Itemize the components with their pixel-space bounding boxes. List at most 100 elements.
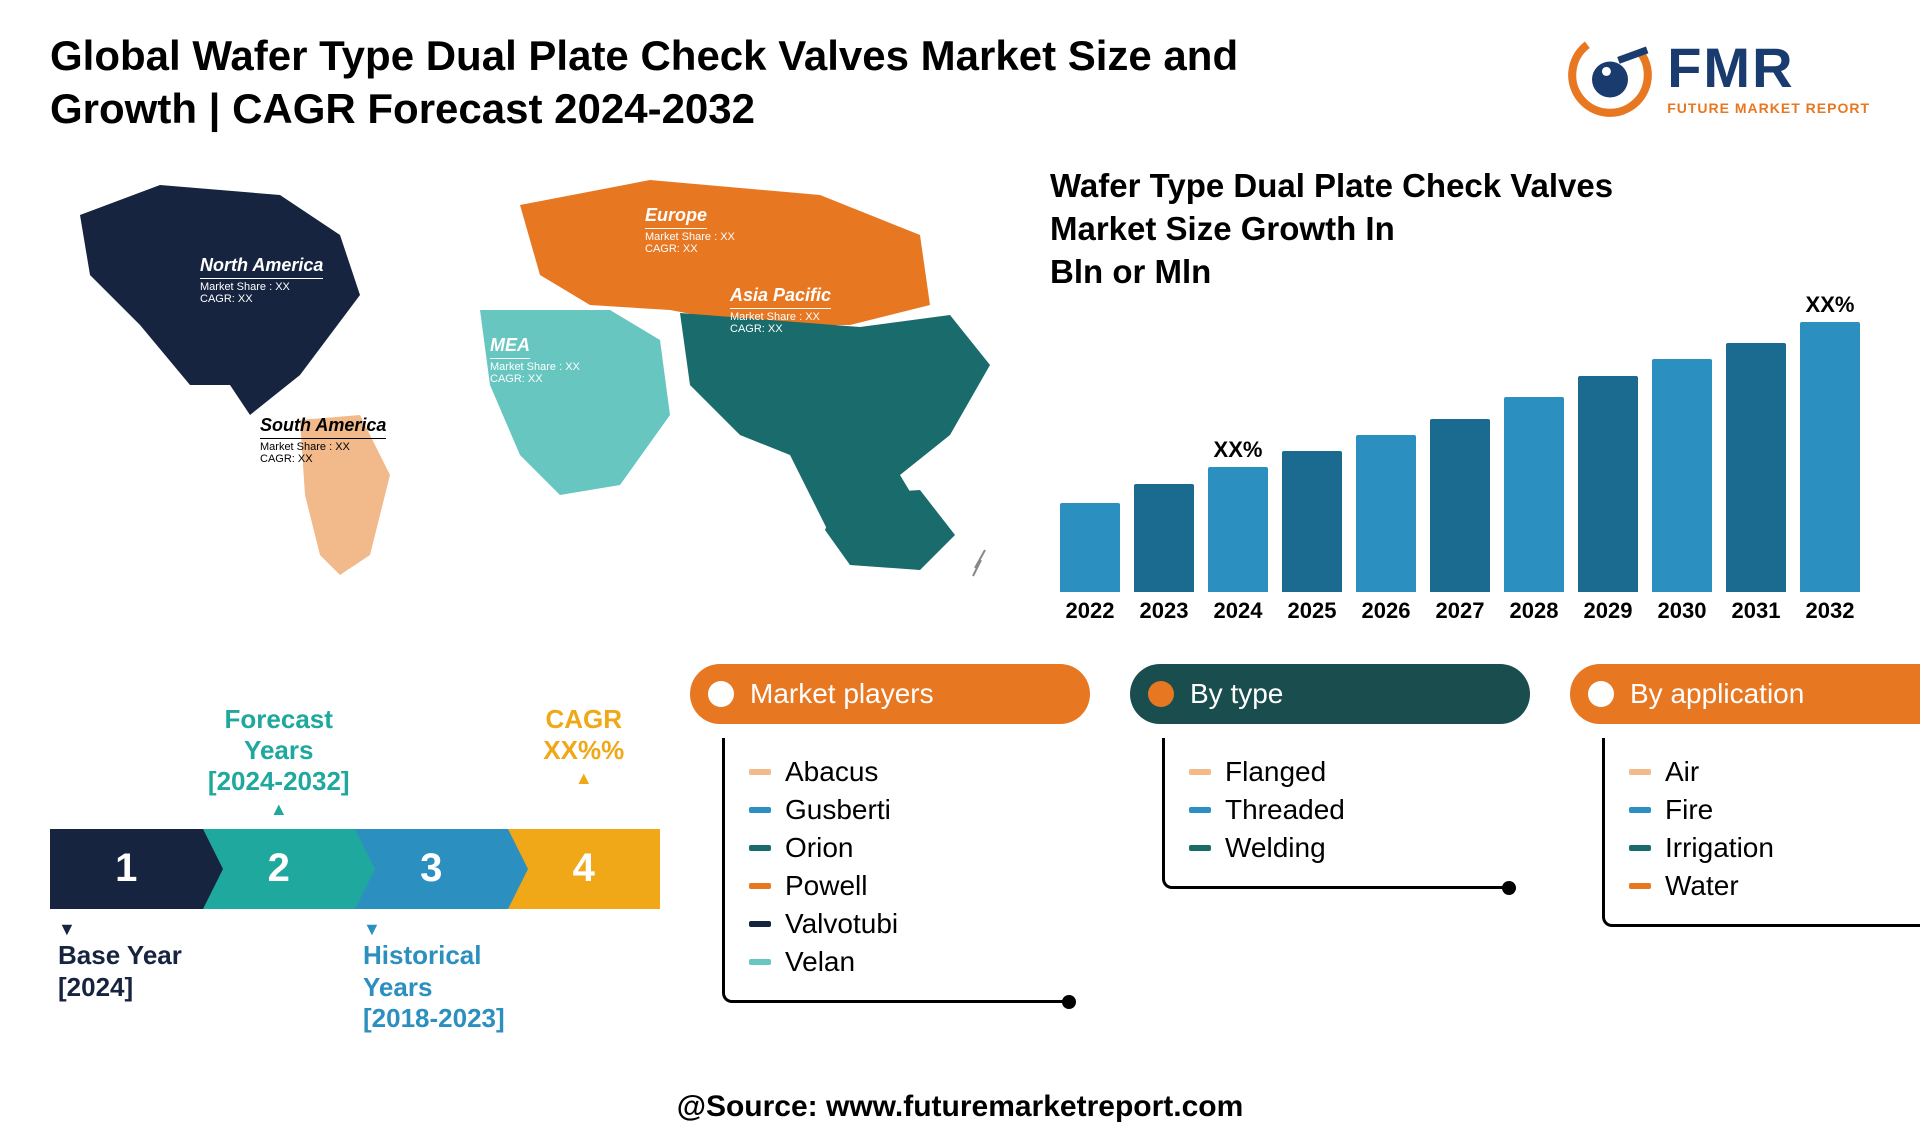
segment-columns: Market players Abacus Gusberti Orion Powell V… <box>690 664 1920 1003</box>
segment-header: Market players <box>690 664 1090 724</box>
bar-chart: 20222023XX%20242025202620272028202920302… <box>1050 304 1870 624</box>
timeline-segment-1: 1 <box>50 829 203 909</box>
tick-icon <box>1189 807 1211 813</box>
region-marketshare: Market Share : XX <box>645 231 735 243</box>
bar <box>1800 322 1860 592</box>
timeline-bottom-cell-2 <box>203 917 356 1034</box>
bar-annotation: XX% <box>1208 437 1268 463</box>
bar <box>1060 503 1120 592</box>
segment-item-label: Abacus <box>785 756 878 788</box>
tick-icon <box>749 883 771 889</box>
bar-year-label: 2026 <box>1362 598 1411 624</box>
bar-annotation: XX% <box>1800 292 1860 318</box>
bullet-icon <box>708 681 734 707</box>
arrow-up-icon: ▲ <box>508 768 661 790</box>
map-region-nz <box>973 550 985 576</box>
bar-wrap: XX% <box>1208 322 1268 592</box>
tick-icon <box>749 845 771 851</box>
timeline-top-cell-1 <box>50 704 203 821</box>
bar <box>1578 376 1638 592</box>
tick-icon <box>749 769 771 775</box>
region-cagr: CAGR: XX <box>260 453 386 465</box>
segment-title: Market players <box>750 678 934 710</box>
timeline-bottom-cell-3: ▼Historical Years[2018-2023] <box>355 917 508 1034</box>
bar-wrap <box>1430 322 1490 592</box>
segment-item-label: Air <box>1665 756 1699 788</box>
region-name: South America <box>260 415 386 439</box>
bar <box>1282 451 1342 591</box>
world-map: North AmericaMarket Share : XXCAGR: XXSo… <box>50 155 1010 585</box>
bar-col-2024: XX% 2024 <box>1208 322 1268 624</box>
region-marketshare: Market Share : XX <box>730 311 831 323</box>
segment-item-label: Valvotubi <box>785 908 898 940</box>
bar-wrap <box>1134 322 1194 592</box>
arrow-down-icon: ▼ <box>363 919 508 941</box>
timeline: Forecast Years[2024-2032]▲CAGRXX%%▲ 1234… <box>50 664 660 1034</box>
arrow-down-icon: ▼ <box>58 919 203 941</box>
logo-fmr-text: FMR <box>1667 35 1870 100</box>
tick-icon <box>1189 769 1211 775</box>
tick-icon <box>1189 845 1211 851</box>
bar-wrap <box>1726 322 1786 592</box>
segment-item: Gusberti <box>749 794 1070 826</box>
region-label-sa: South AmericaMarket Share : XXCAGR: XX <box>260 415 386 465</box>
segment-item-label: Fire <box>1665 794 1713 826</box>
timeline-segment-4: 4 <box>508 829 661 909</box>
region-cagr: CAGR: XX <box>730 323 831 335</box>
segment-item: Air <box>1629 756 1920 788</box>
segment-header: By application <box>1570 664 1920 724</box>
segment-item: Velan <box>749 946 1070 978</box>
tick-icon <box>1629 883 1651 889</box>
bar <box>1208 467 1268 591</box>
segment-item: Irrigation <box>1629 832 1920 864</box>
segment-item: Fire <box>1629 794 1920 826</box>
segment-bracket: Abacus Gusberti Orion Powell Valvotubi Velan <box>722 738 1070 1003</box>
segment-bracket: Air Fire Irrigation Water <box>1602 738 1920 927</box>
bar <box>1652 359 1712 591</box>
tick-icon <box>1629 769 1651 775</box>
tick-icon <box>749 921 771 927</box>
logo-sub-text: FUTURE MARKET REPORT <box>1667 100 1870 116</box>
chart-title-line2: Market Size Growth In <box>1050 210 1395 247</box>
bar-col-2031: 2031 <box>1726 322 1786 624</box>
bar-year-label: 2024 <box>1214 598 1263 624</box>
bar-col-2030: 2030 <box>1652 322 1712 624</box>
map-region-ap-aus <box>825 490 955 570</box>
segment-title: By application <box>1630 678 1804 710</box>
timeline-bottom-cell-4 <box>508 917 661 1034</box>
timeline-top-label: Forecast Years[2024-2032]▲ <box>203 704 356 821</box>
segment-item: Powell <box>749 870 1070 902</box>
timeline-top-cell-3 <box>355 704 508 821</box>
logo: FMR FUTURE MARKET REPORT <box>1565 30 1870 120</box>
segment-col-2: By application Air Fire Irrigation Water <box>1570 664 1920 1003</box>
segment-title: By type <box>1190 678 1283 710</box>
bar-col-2023: 2023 <box>1134 322 1194 624</box>
tick-icon <box>749 959 771 965</box>
fmr-logo-icon <box>1565 30 1655 120</box>
bar-wrap: XX% <box>1800 322 1860 592</box>
bar-year-label: 2031 <box>1732 598 1781 624</box>
segment-item-label: Gusberti <box>785 794 891 826</box>
region-name: Asia Pacific <box>730 285 831 309</box>
bar-year-label: 2028 <box>1510 598 1559 624</box>
bar-col-2022: 2022 <box>1060 322 1120 624</box>
region-cagr: CAGR: XX <box>645 243 735 255</box>
chart-title-line1: Wafer Type Dual Plate Check Valves <box>1050 167 1613 204</box>
region-cagr: CAGR: XX <box>490 373 580 385</box>
header: Global Wafer Type Dual Plate Check Valve… <box>50 30 1870 135</box>
region-name: Europe <box>645 205 707 229</box>
bar-col-2028: 2028 <box>1504 322 1564 624</box>
bar <box>1356 435 1416 592</box>
bullet-icon <box>1588 681 1614 707</box>
bar-wrap <box>1060 322 1120 592</box>
segment-item-label: Orion <box>785 832 853 864</box>
timeline-top-cell-4: CAGRXX%%▲ <box>508 704 661 821</box>
segment-item-label: Welding <box>1225 832 1326 864</box>
timeline-segment-3: 3 <box>355 829 508 909</box>
segment-item-label: Water <box>1665 870 1739 902</box>
region-label-ap: Asia Pacific Market Share : XXCAGR: XX <box>730 285 831 335</box>
tick-icon <box>1629 807 1651 813</box>
bar-year-label: 2029 <box>1584 598 1633 624</box>
segment-col-0: Market players Abacus Gusberti Orion Powell V… <box>690 664 1090 1003</box>
bar-col-2029: 2029 <box>1578 322 1638 624</box>
